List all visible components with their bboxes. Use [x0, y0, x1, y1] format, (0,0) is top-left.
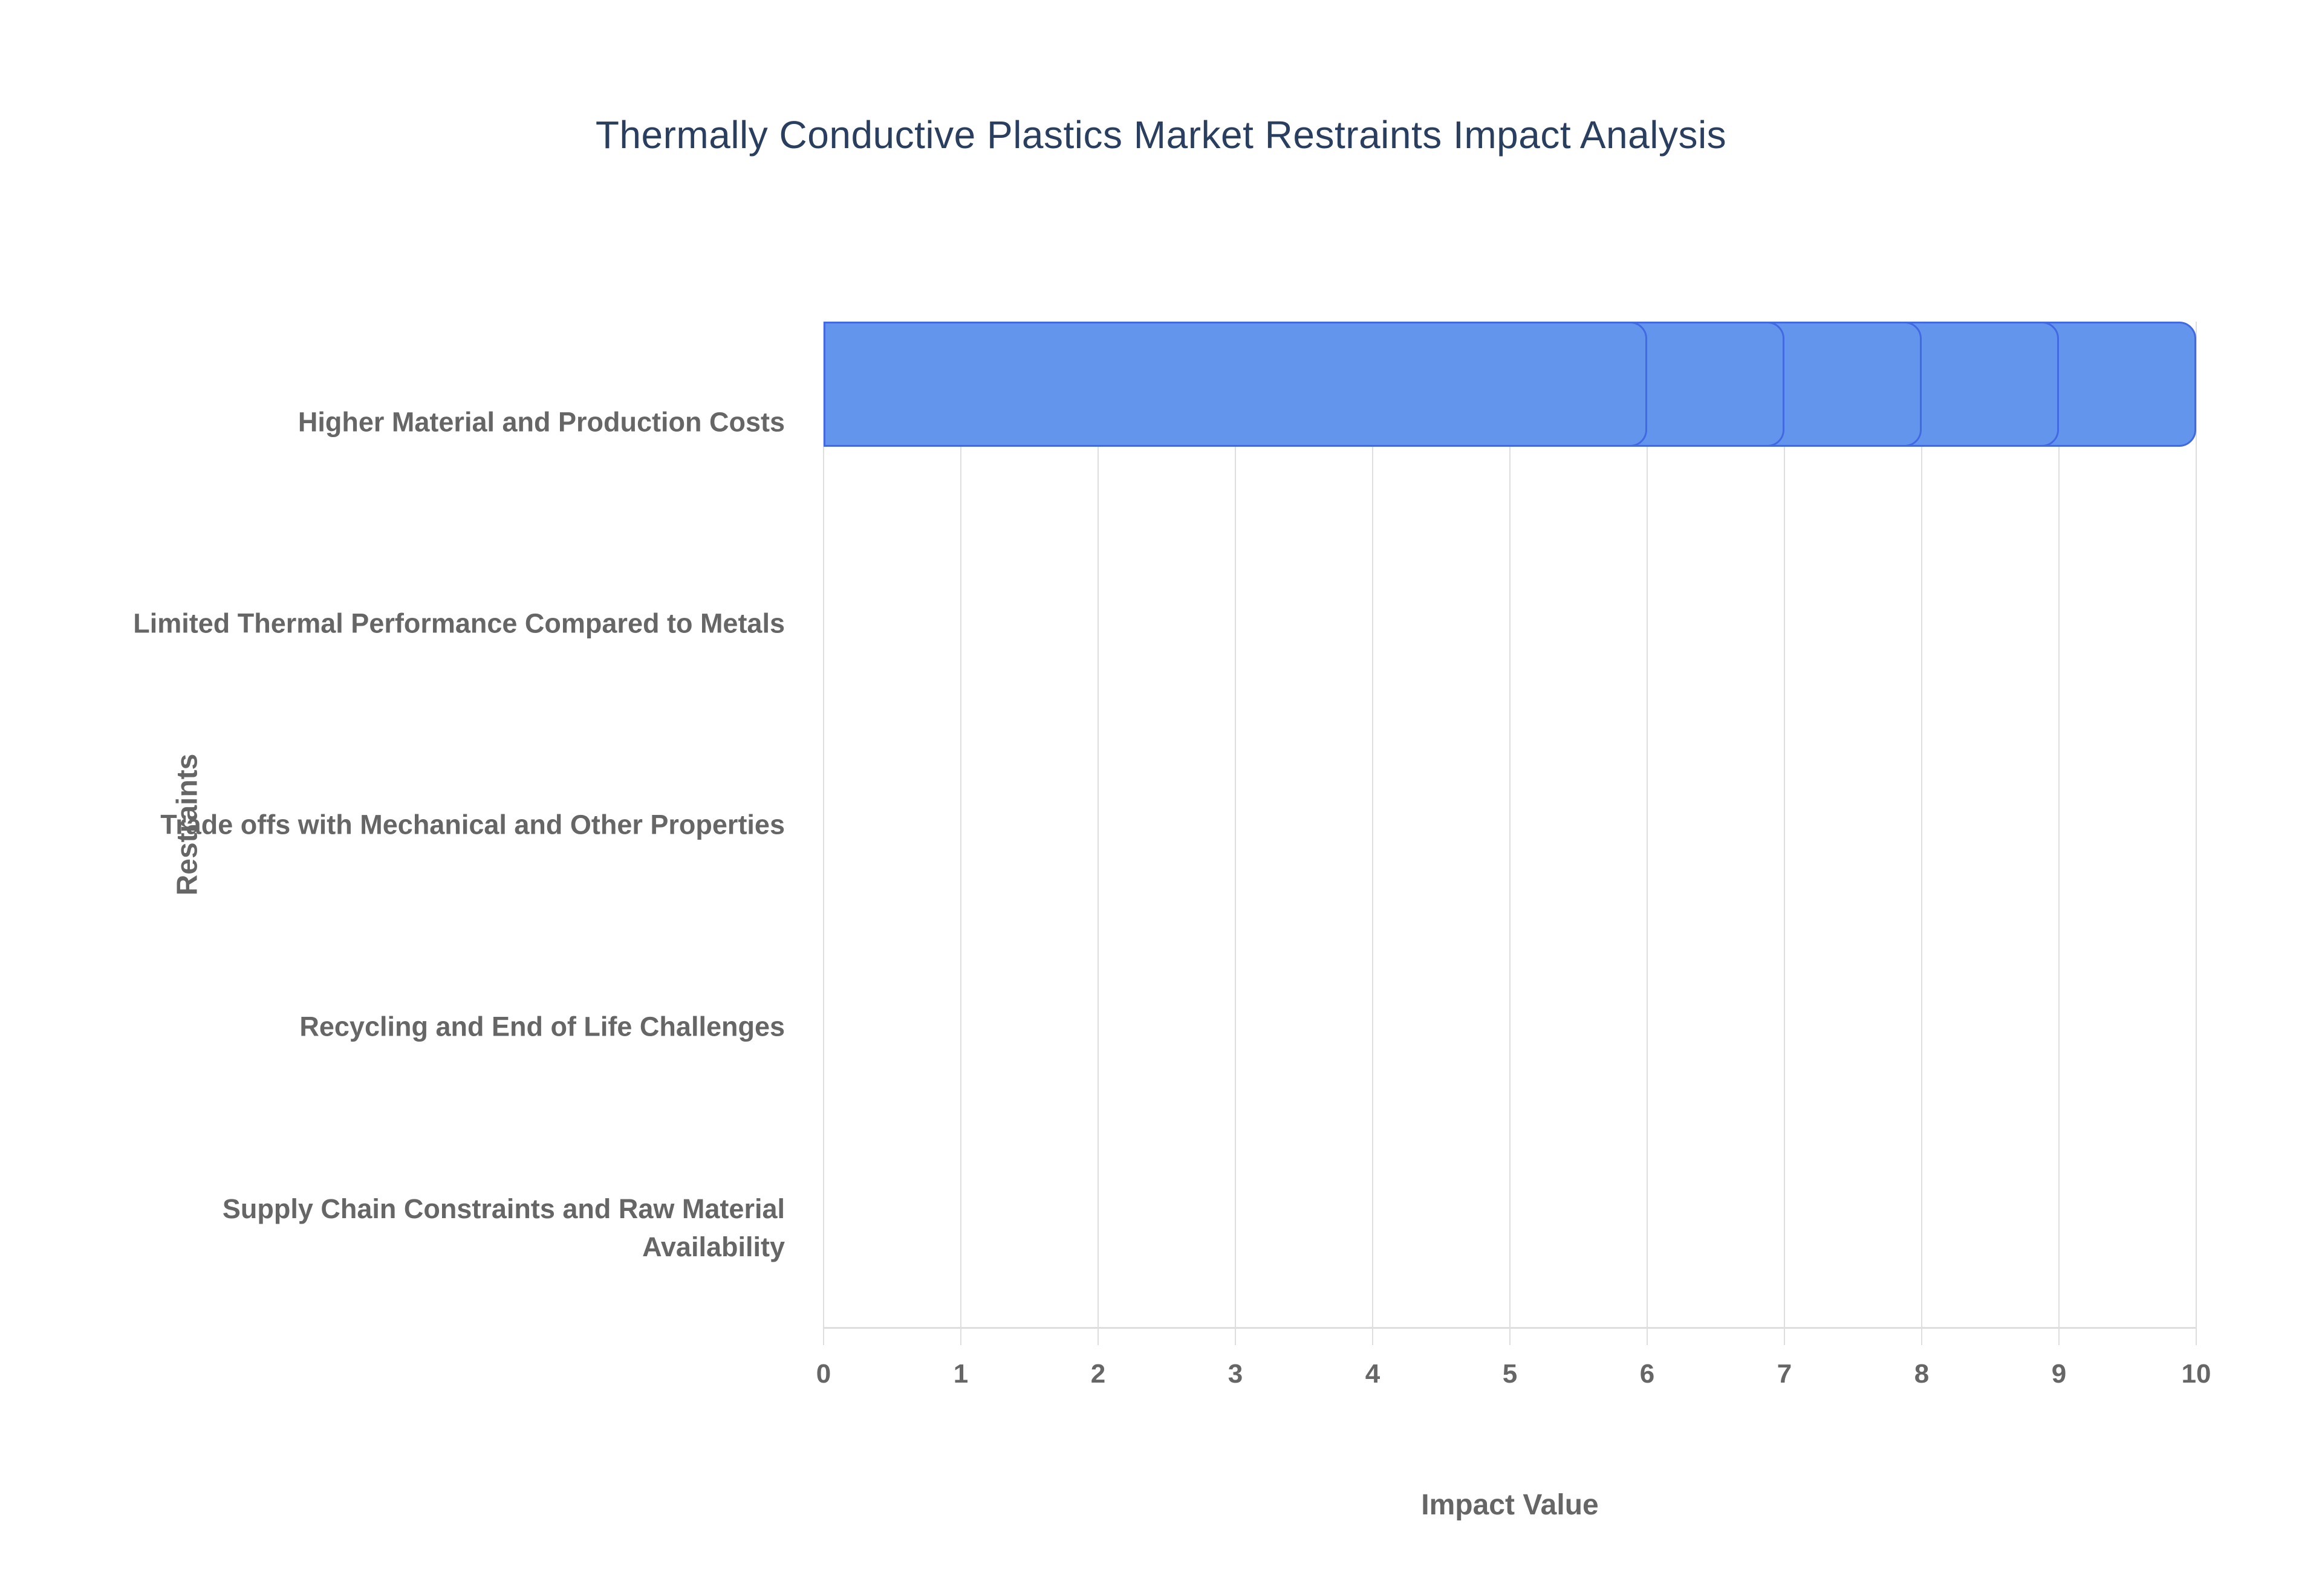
gridline: [1098, 322, 1099, 1345]
bar-row: [824, 322, 2196, 447]
category-label: Supply Chain Constraints and Raw Materia…: [222, 1193, 785, 1262]
gridline: [1372, 322, 1373, 1345]
x-tick-label: 9: [2051, 1359, 2067, 1389]
category-label: Recycling and End of Life Challenges: [299, 1011, 785, 1042]
gridline: [1647, 322, 1648, 1345]
category-label: Higher Material and Production Costs: [298, 406, 785, 438]
x-tick-label: 2: [1090, 1359, 1106, 1389]
gridline: [823, 322, 824, 1345]
x-tick-label: 1: [953, 1359, 969, 1389]
gridline: [1235, 322, 1236, 1345]
x-axis-tick-labels: 0 1 2 3 4 5 6 7 8 9 10: [816, 1359, 2211, 1395]
y-axis-category-labels: Higher Material and Production Costs Lim…: [133, 322, 804, 1328]
category-label: Limited Thermal Performance Compared to …: [133, 608, 785, 639]
x-tick-label: 6: [1639, 1359, 1655, 1389]
chart-title: Thermally Conductive Plastics Market Res…: [595, 113, 1727, 157]
x-tick-label: 0: [816, 1359, 831, 1389]
x-tick-label: 7: [1777, 1359, 1792, 1389]
category-label: Trade offs with Mechanical and Other Pro…: [160, 809, 785, 840]
x-axis-title: Impact Value: [1421, 1489, 1599, 1521]
x-tick-label: 5: [1502, 1359, 1518, 1389]
x-tick-label: 8: [1914, 1359, 1930, 1389]
plot-area: [823, 322, 2197, 1345]
x-tick-label: 10: [2181, 1359, 2211, 1389]
x-tick-label: 4: [1365, 1359, 1381, 1389]
gridline: [1921, 322, 1922, 1345]
x-tick-label: 3: [1228, 1359, 1243, 1389]
bar-supply-chain-constraints[interactable]: [824, 322, 1647, 447]
gridline: [2058, 322, 2060, 1345]
gridline: [960, 322, 961, 1345]
gridline: [2196, 322, 2197, 1345]
gridline: [1784, 322, 1785, 1345]
x-axis-line: [824, 1327, 2196, 1329]
gridline: [1509, 322, 1511, 1345]
